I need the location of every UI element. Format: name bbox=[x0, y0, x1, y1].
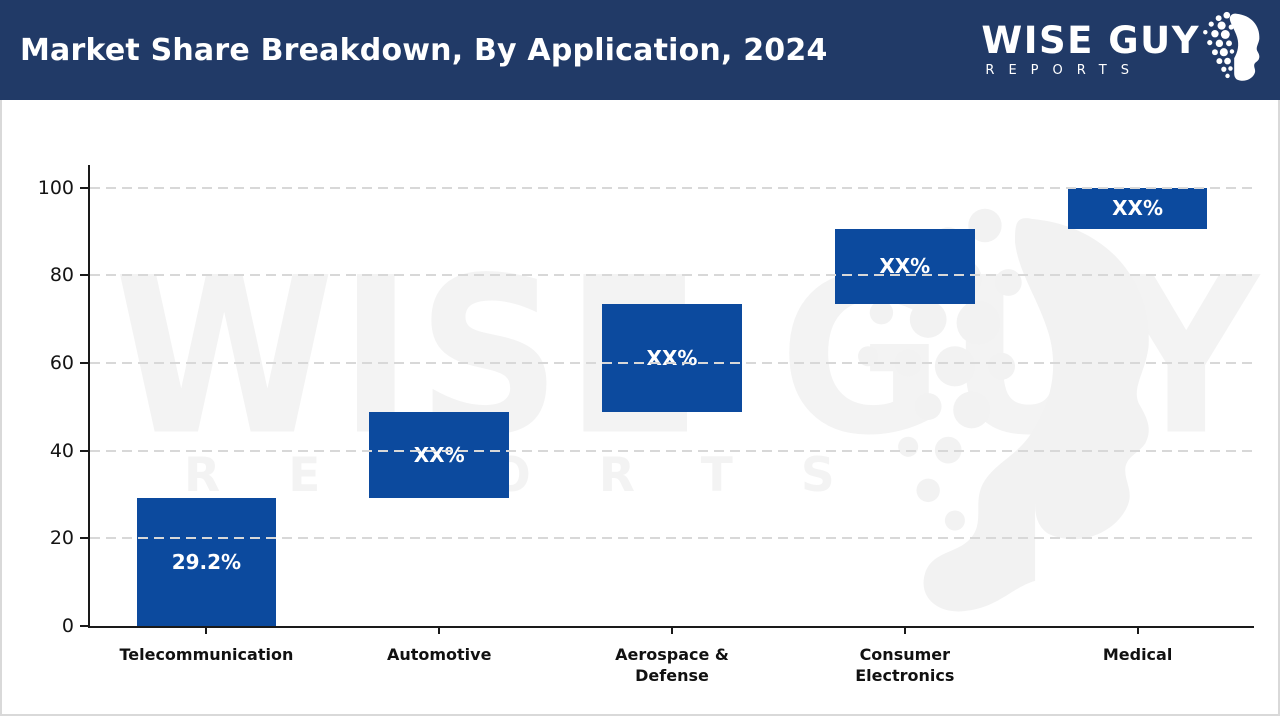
bar-automotive: XX% bbox=[369, 411, 510, 499]
gridline-60 bbox=[90, 362, 1254, 365]
x-axis-label: Consumer Electronics bbox=[855, 645, 955, 685]
watermark-subtitle: REPORTS bbox=[184, 448, 903, 503]
wiseguy-head-icon bbox=[1203, 11, 1260, 81]
bar-consumer-electronics: XX% bbox=[834, 228, 975, 305]
gridline-100 bbox=[90, 186, 1254, 189]
x-tick-mark bbox=[903, 626, 906, 634]
bar-value-label: XX% bbox=[1112, 196, 1164, 221]
x-tick-mark bbox=[438, 626, 441, 634]
header: Market Share Breakdown, By Application, … bbox=[0, 0, 1280, 100]
gridline-40 bbox=[90, 449, 1254, 452]
x-axis-label: Medical bbox=[1102, 645, 1173, 664]
y-tick-label: 0 bbox=[61, 615, 74, 637]
plot-area: 0 20 40 60 80 100 29.2% Telecommunication XX% Aut… bbox=[38, 165, 1254, 685]
x-tick-mark bbox=[205, 626, 208, 634]
y-tick-mark bbox=[80, 449, 88, 452]
y-tick-mark bbox=[80, 274, 88, 277]
x-axis-label: Automotive bbox=[386, 645, 492, 664]
y-tick-mark bbox=[80, 537, 88, 540]
chart-canvas: WISE GUY REPORTS 0 20 40 60 80 100 29.2% Teleco… bbox=[0, 100, 1280, 716]
logo-subtitle: REPORTS bbox=[985, 63, 1144, 78]
x-tick-mark bbox=[671, 626, 673, 634]
x-axis-label: Aerospace & Defense bbox=[615, 645, 729, 685]
y-tick-mark bbox=[80, 625, 88, 627]
brand-logo: WISE GUY REPORTS bbox=[981, 9, 1266, 91]
y-tick-mark bbox=[80, 186, 88, 189]
bar-aerospace-defense: XX% bbox=[602, 304, 742, 412]
x-axis-label: Telecommunication bbox=[119, 645, 294, 664]
gridline-80 bbox=[90, 274, 1254, 277]
bar-medical: XX% bbox=[1067, 187, 1208, 229]
gridline-20 bbox=[90, 537, 1254, 540]
y-tick-label: 40 bbox=[49, 439, 74, 462]
bar-value-label: 29.2% bbox=[171, 550, 242, 574]
x-tick-mark bbox=[1136, 626, 1139, 634]
page-title: Market Share Breakdown, By Application, … bbox=[20, 32, 828, 68]
y-axis bbox=[88, 165, 90, 628]
y-tick-mark bbox=[80, 362, 88, 365]
y-tick-label: 80 bbox=[49, 264, 74, 287]
bar-value-label: XX% bbox=[646, 346, 698, 371]
y-tick-label: 100 bbox=[37, 176, 74, 199]
brand-logo-text: WISE GUY REPORTS bbox=[981, 22, 1200, 78]
y-tick-label: 20 bbox=[49, 527, 74, 550]
y-tick-label: 60 bbox=[49, 352, 74, 375]
bar-value-label: XX% bbox=[413, 442, 465, 467]
bar-telecommunication: 29.2% bbox=[136, 498, 277, 626]
logo-wordmark: WISE GUY bbox=[981, 19, 1200, 62]
